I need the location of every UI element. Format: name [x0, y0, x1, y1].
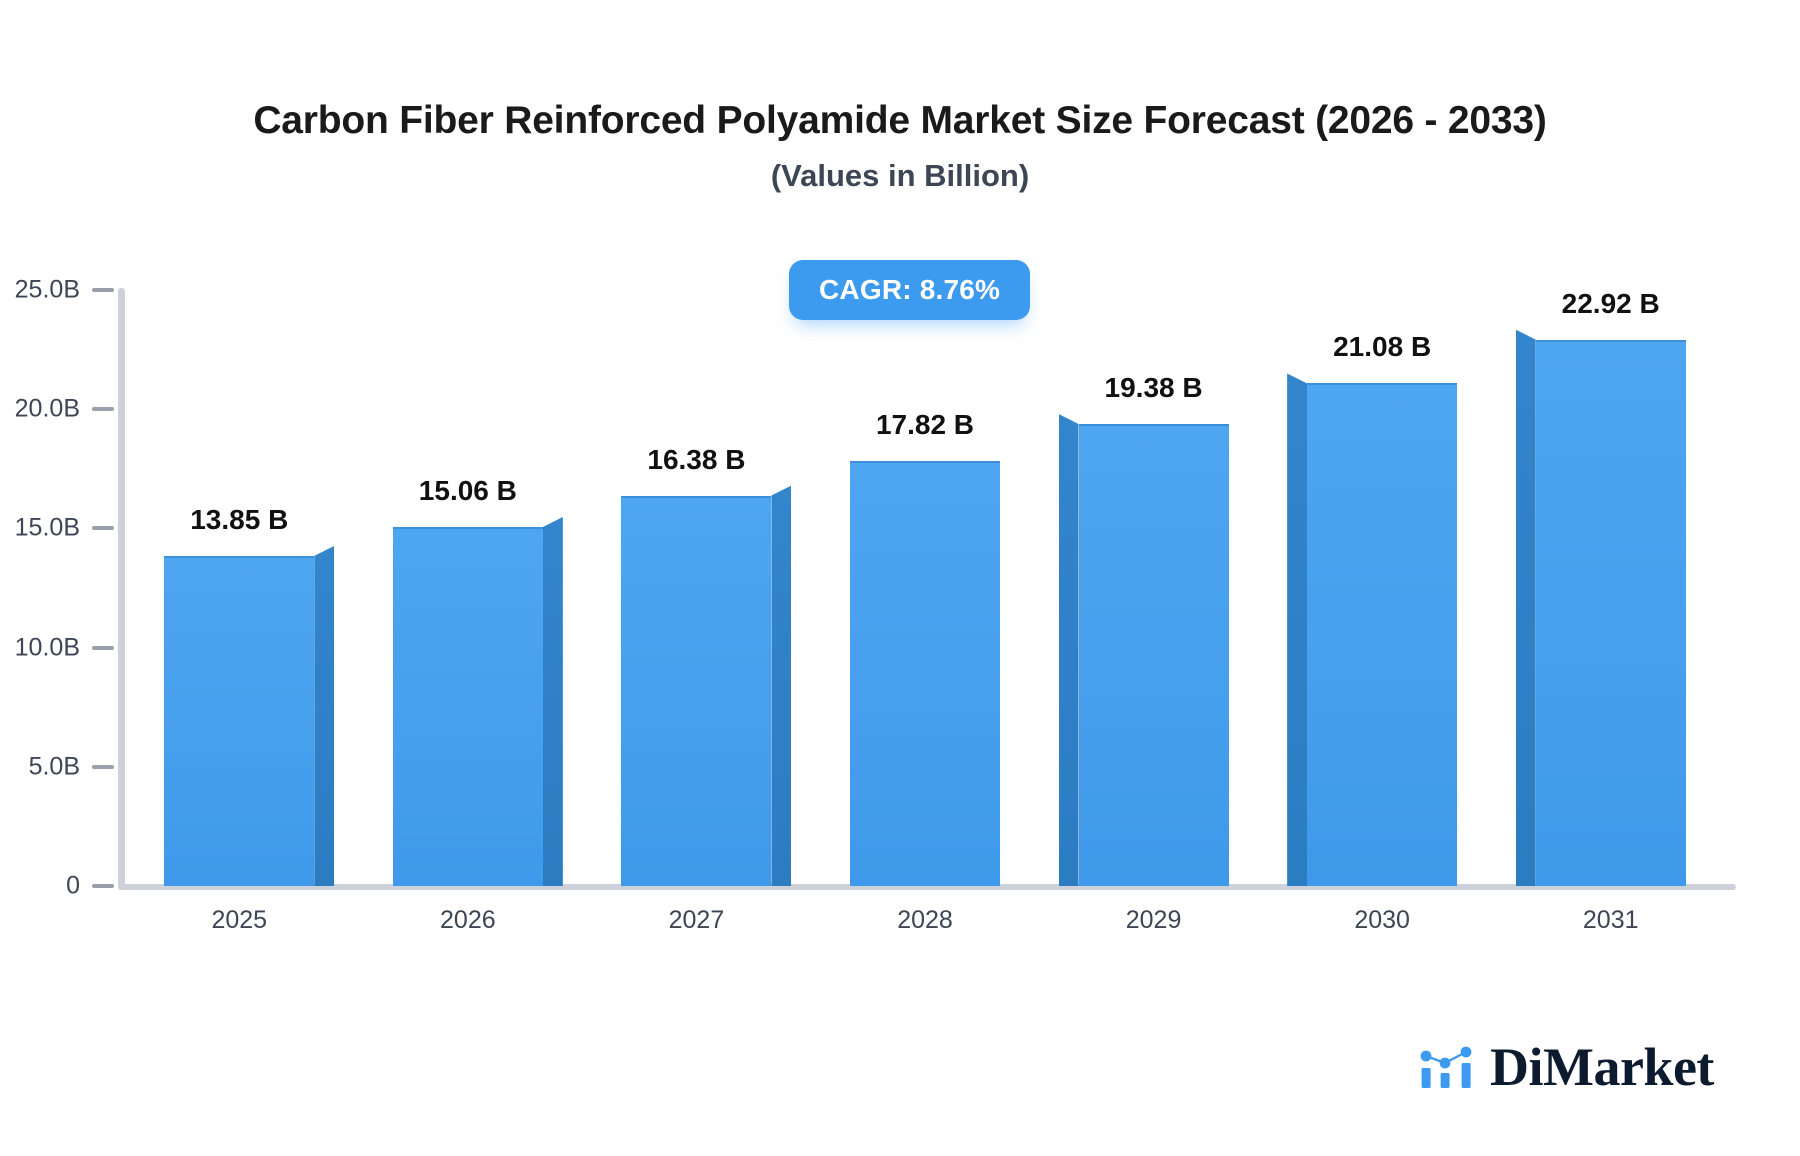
bar-value-label: 17.82 B [875, 409, 975, 441]
bar-face [1307, 383, 1458, 886]
x-axis-tick-label: 2028 [897, 906, 953, 934]
y-axis-tick [92, 764, 114, 769]
y-axis-tick-label: 5.0B [28, 752, 80, 781]
y-axis-tick-label: 25.0B [14, 275, 80, 304]
bar-value-label: 16.38 B [647, 443, 746, 475]
x-axis-tick-label: 2027 [668, 906, 725, 934]
x-axis-line [118, 884, 1736, 890]
y-axis-tick [92, 526, 114, 531]
bar-face [850, 461, 1000, 886]
cagr-badge: CAGR: 8.76% [789, 260, 1031, 320]
bar-face [392, 526, 543, 886]
x-axis-tick-label: 2030 [1354, 906, 1410, 934]
y-axis-line [118, 288, 125, 888]
bar-side-face [314, 545, 335, 886]
brand-logo: DiMarket [1418, 1040, 1714, 1094]
bar-chart-icon [1420, 1046, 1472, 1088]
bar-side-face [1287, 373, 1308, 886]
bar-value-label: 21.08 B [1333, 331, 1432, 363]
bar-value-label: 13.85 B [190, 503, 289, 535]
y-axis-tick-label: 0 [66, 871, 80, 900]
bar-side-face [1515, 329, 1536, 886]
y-axis-tick-label: 15.0B [14, 513, 80, 542]
bar-value-label: 22.92 B [1561, 287, 1660, 319]
bar-face [1078, 423, 1229, 886]
x-axis-tick-label: 2031 [1582, 906, 1639, 934]
title-block: Carbon Fiber Reinforced Polyamide Market… [0, 99, 1800, 193]
bar-face [1535, 339, 1686, 886]
y-axis-tick [92, 288, 114, 292]
bar-face [621, 495, 772, 886]
y-axis-tick-label: 20.0B [14, 394, 80, 423]
y-axis-tick [92, 884, 114, 888]
x-axis-tick-label: 2026 [440, 906, 496, 934]
chart-subtitle: (Values in Billion) [770, 157, 1030, 193]
brand-name: DiMarket [1490, 1037, 1714, 1097]
x-axis-tick-label: 2025 [211, 906, 268, 934]
y-axis-tick-label: 10.0B [14, 633, 80, 662]
bar-side-face [771, 485, 792, 886]
x-axis-tick-label: 2029 [1125, 906, 1182, 934]
bar-side-face [542, 516, 563, 886]
y-axis-tick [92, 407, 114, 412]
bar-side-face [1058, 413, 1079, 886]
bar-face [164, 555, 315, 886]
bar-value-label: 19.38 B [1104, 371, 1203, 403]
chart-title: Carbon Fiber Reinforced Polyamide Market… [253, 99, 1547, 142]
y-axis-tick [92, 645, 114, 650]
bar-value-label: 15.06 B [418, 474, 517, 506]
